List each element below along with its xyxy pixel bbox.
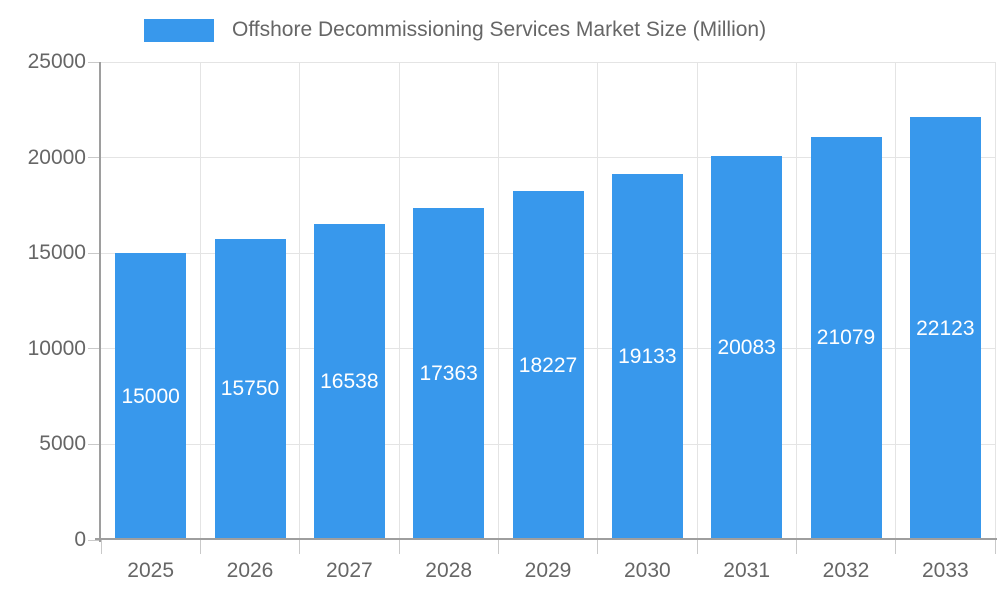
bar: [115, 253, 187, 540]
legend-swatch: [144, 18, 214, 42]
y-axis-tick-label: 5000: [39, 432, 86, 456]
y-axis-tick-label: 15000: [27, 241, 86, 265]
y-axis-line: [99, 62, 101, 542]
gridline-vertical: [398, 62, 400, 540]
x-axis-tickmark: [497, 540, 499, 554]
x-axis-tick-label: 2028: [425, 559, 473, 582]
x-axis-tickmark: [795, 540, 797, 554]
gridline-vertical: [597, 62, 599, 540]
gridline-vertical: [497, 62, 499, 540]
x-axis-tickmark: [299, 540, 301, 554]
x-axis-tickmark: [994, 540, 996, 554]
x-axis-tick-label: 2025: [127, 559, 175, 582]
bar: [313, 223, 385, 540]
bar: [909, 117, 981, 540]
x-axis-tick-label: 2031: [723, 559, 771, 582]
bar: [413, 208, 485, 540]
bar-value-label: 15750: [220, 377, 280, 401]
y-axis-tick-label: 0: [74, 528, 86, 551]
bar-value-label: 20083: [717, 336, 776, 359]
y-axis-tick-label: 10000: [27, 336, 86, 360]
y-axis-tickmark: [88, 157, 101, 159]
bar-value-label: 18227: [518, 353, 578, 377]
x-axis-tick-label: 2033: [921, 559, 969, 582]
gridline-vertical: [895, 62, 897, 540]
gridline-horizontal: [101, 61, 995, 63]
gridline-horizontal: [101, 157, 995, 159]
bar-value-label: 17363: [419, 362, 478, 385]
x-axis-tick-label: 2029: [524, 559, 572, 582]
chart-legend[interactable]: Offshore Decommissioning Services Market…: [144, 18, 766, 42]
x-axis-tick-label: 2026: [226, 559, 274, 582]
x-axis-tickmark: [100, 540, 102, 554]
x-axis-tickmark: [597, 540, 599, 554]
y-axis-tickmark: [88, 348, 101, 350]
bar: [512, 191, 584, 540]
x-axis-tick-label: 2032: [822, 559, 870, 582]
gridline-vertical: [795, 62, 797, 540]
gridline-vertical: [199, 62, 201, 540]
bar: [711, 156, 783, 540]
bar-value-label: 19133: [618, 345, 677, 369]
x-axis-tickmark: [895, 540, 897, 554]
x-axis-tick-label: 2027: [325, 559, 373, 582]
x-axis-tick-label: 2030: [623, 559, 671, 582]
bar-value-label: 15000: [121, 384, 180, 408]
x-axis-tickmark: [696, 540, 698, 554]
y-axis-tickmark: [88, 443, 101, 445]
bar-value-label: 22123: [916, 316, 975, 340]
x-axis-line: [95, 538, 997, 540]
x-axis-tickmark: [199, 540, 201, 554]
x-axis-tickmark: [398, 540, 400, 554]
gridline-vertical: [994, 62, 996, 540]
y-axis-tickmark: [88, 61, 101, 63]
y-axis-tickmark: [88, 252, 101, 254]
y-axis-tickmark: [88, 539, 101, 541]
gridline-vertical: [299, 62, 301, 540]
bar: [611, 174, 683, 540]
y-axis-tick-label: 25000: [27, 50, 86, 73]
bar: [214, 238, 286, 540]
gridline-vertical: [696, 62, 698, 540]
bar: [810, 136, 882, 540]
legend-label: Offshore Decommissioning Services Market…: [232, 18, 767, 41]
y-axis-tick-label: 20000: [27, 145, 86, 169]
bar-value-label: 16538: [320, 369, 379, 393]
bar-value-label: 21079: [816, 326, 876, 350]
